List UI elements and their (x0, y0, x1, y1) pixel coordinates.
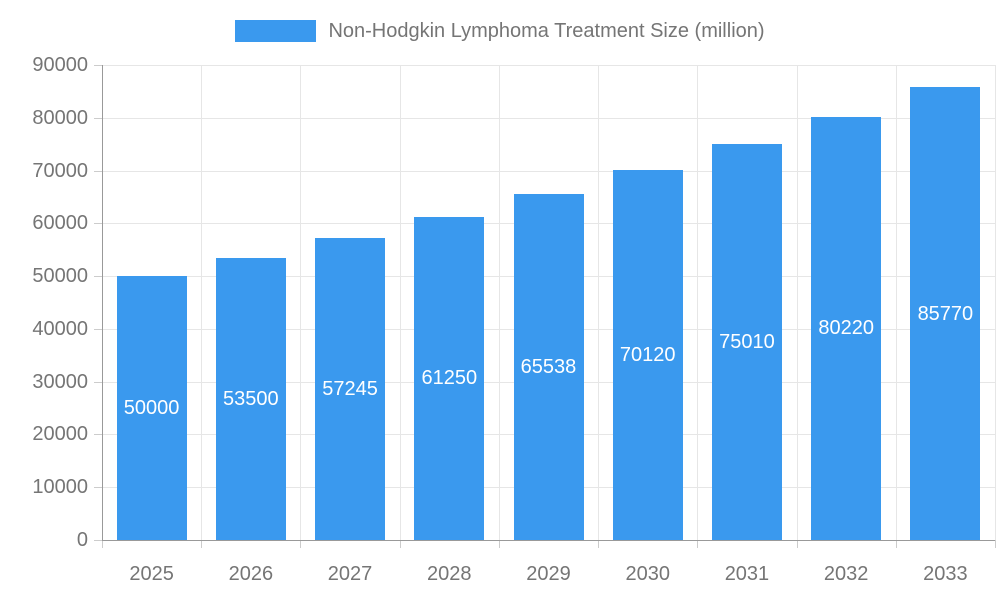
y-axis-tick (94, 487, 102, 489)
bar[interactable] (811, 116, 882, 540)
x-axis-label: 2032 (823, 563, 869, 585)
x-axis-tick (102, 540, 103, 548)
y-axis-label: 10000 (32, 476, 88, 499)
y-axis-label: 40000 (32, 317, 88, 340)
legend-swatch[interactable] (235, 20, 317, 42)
y-axis-label: 0 (76, 529, 88, 551)
x-axis-tick (598, 540, 600, 548)
y-gridline (102, 170, 995, 172)
y-axis-tick (94, 276, 102, 278)
x-gridline (201, 65, 203, 540)
y-axis-tick (94, 117, 102, 119)
y-gridline (102, 117, 995, 119)
x-axis-tick (399, 540, 401, 548)
bar[interactable] (414, 216, 485, 540)
x-axis-tick (300, 540, 302, 548)
y-axis-tick (94, 434, 102, 436)
x-axis-label: 2030 (625, 563, 670, 585)
x-axis-label: 2029 (526, 563, 571, 585)
x-axis-line (102, 540, 995, 541)
y-axis-tick (94, 381, 102, 383)
bar[interactable] (513, 194, 584, 540)
y-axis-label: 90000 (32, 54, 88, 76)
x-gridline (796, 65, 798, 540)
x-gridline (598, 65, 600, 540)
x-axis-label: 2031 (724, 563, 770, 585)
chart-legend[interactable]: Non-Hodgkin Lymphoma Treatment Size (mil… (0, 20, 1000, 42)
y-axis-label: 80000 (32, 106, 88, 129)
x-gridline (300, 65, 302, 540)
y-axis-line (102, 65, 103, 540)
x-axis-tick (995, 540, 996, 548)
legend-label: Non-Hodgkin Lymphoma Treatment Size (mil… (328, 20, 765, 42)
x-axis-tick (201, 540, 203, 548)
y-axis-label: 20000 (32, 423, 88, 446)
x-axis-label: 2025 (129, 563, 174, 585)
x-axis-label: 2028 (427, 563, 472, 585)
x-axis-tick (796, 540, 798, 548)
y-axis-tick (94, 223, 102, 225)
x-gridline (697, 65, 699, 540)
bar[interactable] (711, 144, 782, 540)
x-gridline (498, 65, 500, 540)
x-axis-tick (895, 540, 897, 548)
y-axis-tick (94, 65, 102, 66)
y-axis-label: 70000 (32, 159, 88, 182)
y-axis-tick (94, 328, 102, 330)
y-gridline (102, 65, 995, 66)
x-gridline (995, 65, 996, 540)
y-axis-label: 50000 (32, 265, 88, 288)
x-gridline (399, 65, 401, 540)
y-axis-label: 30000 (32, 370, 88, 393)
bar[interactable] (315, 237, 386, 540)
x-axis-tick (697, 540, 699, 548)
x-axis-label: 2027 (327, 563, 373, 585)
x-axis-label: 2033 (923, 563, 968, 585)
y-axis-tick (94, 540, 102, 541)
bar[interactable] (612, 169, 683, 540)
x-axis-tick (498, 540, 500, 548)
x-axis-label: 2026 (228, 563, 274, 585)
bar[interactable] (116, 276, 187, 540)
y-axis-tick (94, 170, 102, 172)
y-axis-label: 60000 (32, 212, 88, 235)
x-gridline (895, 65, 897, 540)
bar[interactable] (215, 257, 286, 540)
bar[interactable] (910, 87, 981, 540)
